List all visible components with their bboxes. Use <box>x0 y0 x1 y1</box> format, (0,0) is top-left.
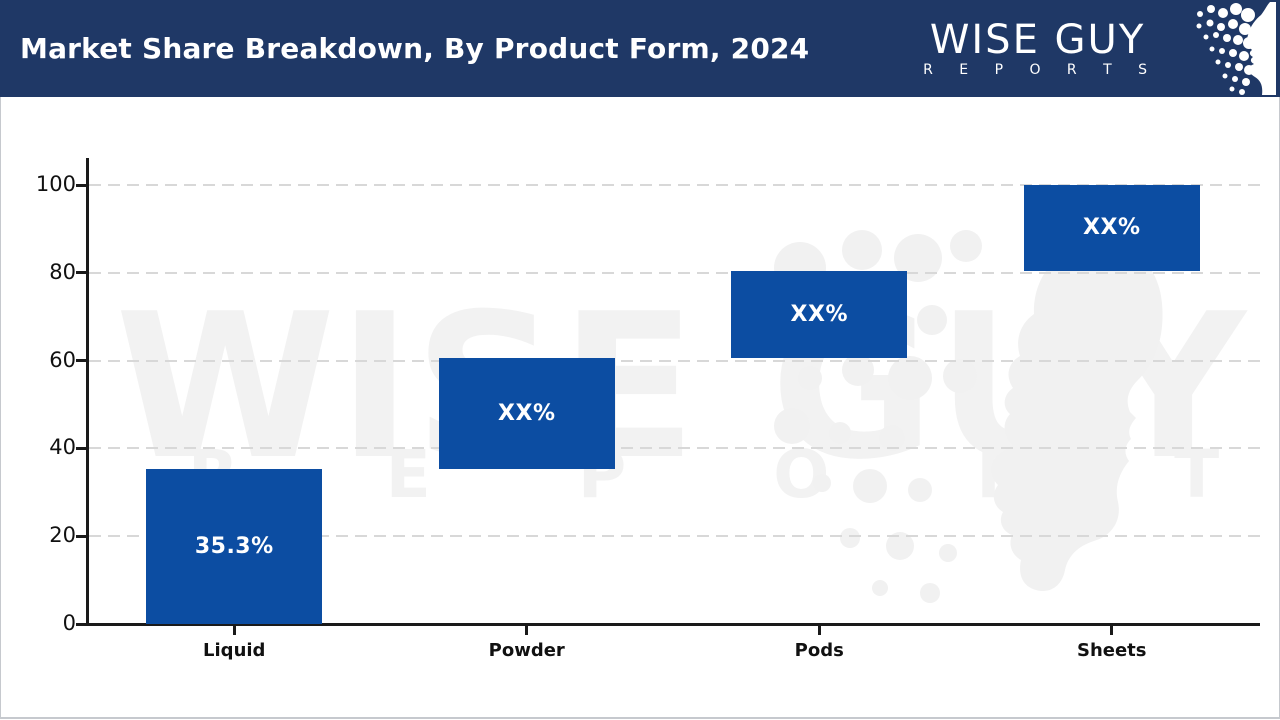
wiseguy-logo: WISE GUY R E P O R T S <box>917 0 1276 97</box>
logo-wiseguy-text: WISE GUY <box>929 16 1146 63</box>
logo-head-icon <box>1196 2 1276 95</box>
page-title: Market Share Breakdown, By Product Form,… <box>20 32 810 65</box>
y-tick-label-80: 80 <box>49 259 76 284</box>
bar-value-label: 35.3% <box>194 534 274 559</box>
y-tick-0 <box>76 622 87 626</box>
x-category-label-sheets: Sheets <box>1076 640 1147 661</box>
y-tick-100 <box>76 183 87 187</box>
y-tick-20 <box>76 534 87 538</box>
y-axis-line <box>86 158 89 626</box>
y-tick-label-60: 60 <box>49 347 76 372</box>
bar-value-label: XX% <box>790 301 848 327</box>
x-category-label-liquid: Liquid <box>203 640 266 661</box>
x-category-label-powder: Powder <box>488 640 565 661</box>
x-tick-powder <box>525 626 529 635</box>
bar-liquid: 35.3% <box>146 469 323 624</box>
x-axis-line <box>86 623 1260 626</box>
gridline-80 <box>89 271 1260 274</box>
bar-value-label: XX% <box>1083 215 1141 241</box>
bar-sheets: XX% <box>1023 185 1200 271</box>
bar-powder: XX% <box>438 358 615 470</box>
gridline-60 <box>89 359 1260 362</box>
y-tick-40 <box>76 446 87 450</box>
y-tick-80 <box>76 271 87 275</box>
y-tick-60 <box>76 359 87 363</box>
gridline-100 <box>89 184 1260 186</box>
x-tick-liquid <box>232 626 236 635</box>
y-tick-label-40: 40 <box>49 435 76 460</box>
x-category-label-pods: Pods <box>794 640 844 661</box>
bar-pods: XX% <box>731 270 908 359</box>
logo-reports-text: R E P O R T S <box>923 61 1158 78</box>
bar-value-label: XX% <box>498 401 556 427</box>
y-tick-label-0: 0 <box>62 611 76 635</box>
y-tick-label-20: 20 <box>49 523 76 548</box>
logo-text: WISE GUY R E P O R T S <box>917 20 1158 78</box>
x-tick-pods <box>817 626 821 635</box>
gridline-20 <box>89 535 1260 538</box>
y-tick-label-100: 100 <box>35 172 76 196</box>
x-tick-sheets <box>1110 626 1114 635</box>
gridline-40 <box>89 447 1260 450</box>
header-bar: Market Share Breakdown, By Product Form,… <box>0 0 1280 97</box>
